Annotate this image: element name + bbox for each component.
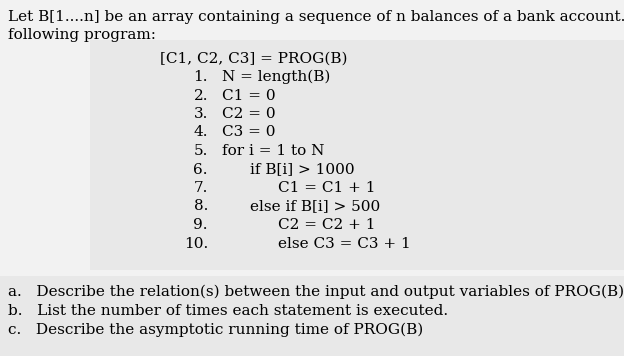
Text: 4.: 4. [193, 126, 208, 140]
Text: C2 = C2 + 1: C2 = C2 + 1 [278, 218, 376, 232]
Text: else C3 = C3 + 1: else C3 = C3 + 1 [278, 236, 411, 251]
Bar [90, 40, 624, 270]
Bar [0, 276, 624, 356]
Text: 7.: 7. [193, 181, 208, 195]
Text: a.   Describe the relation(s) between the input and output variables of PROG(B).: a. Describe the relation(s) between the … [8, 285, 624, 299]
Text: N = length(B): N = length(B) [222, 70, 330, 84]
Text: Let B[1....n] be an array containing a sequence of n balances of a bank account.: Let B[1....n] be an array containing a s… [8, 10, 624, 24]
Text: [C1, C2, C3] = PROG(B): [C1, C2, C3] = PROG(B) [160, 52, 348, 66]
Text: 6.: 6. [193, 162, 208, 177]
Text: 3.: 3. [193, 107, 208, 121]
Text: 9.: 9. [193, 218, 208, 232]
Text: else if B[i] > 500: else if B[i] > 500 [250, 199, 380, 214]
Text: b.   List the number of times each statement is executed.: b. List the number of times each stateme… [8, 304, 448, 318]
Text: C1 = C1 + 1: C1 = C1 + 1 [278, 181, 376, 195]
Text: C1 = 0: C1 = 0 [222, 89, 276, 103]
Text: 5.: 5. [193, 144, 208, 158]
Text: 10.: 10. [183, 236, 208, 251]
Text: C2 = 0: C2 = 0 [222, 107, 276, 121]
Text: c.   Describe the asymptotic running time of PROG(B): c. Describe the asymptotic running time … [8, 323, 423, 337]
Text: C3 = 0: C3 = 0 [222, 126, 276, 140]
Text: 1.: 1. [193, 70, 208, 84]
Text: 8.: 8. [193, 199, 208, 214]
Text: following program:: following program: [8, 28, 156, 42]
Text: if B[i] > 1000: if B[i] > 1000 [250, 162, 354, 177]
Text: for i = 1 to N: for i = 1 to N [222, 144, 324, 158]
Text: 2.: 2. [193, 89, 208, 103]
